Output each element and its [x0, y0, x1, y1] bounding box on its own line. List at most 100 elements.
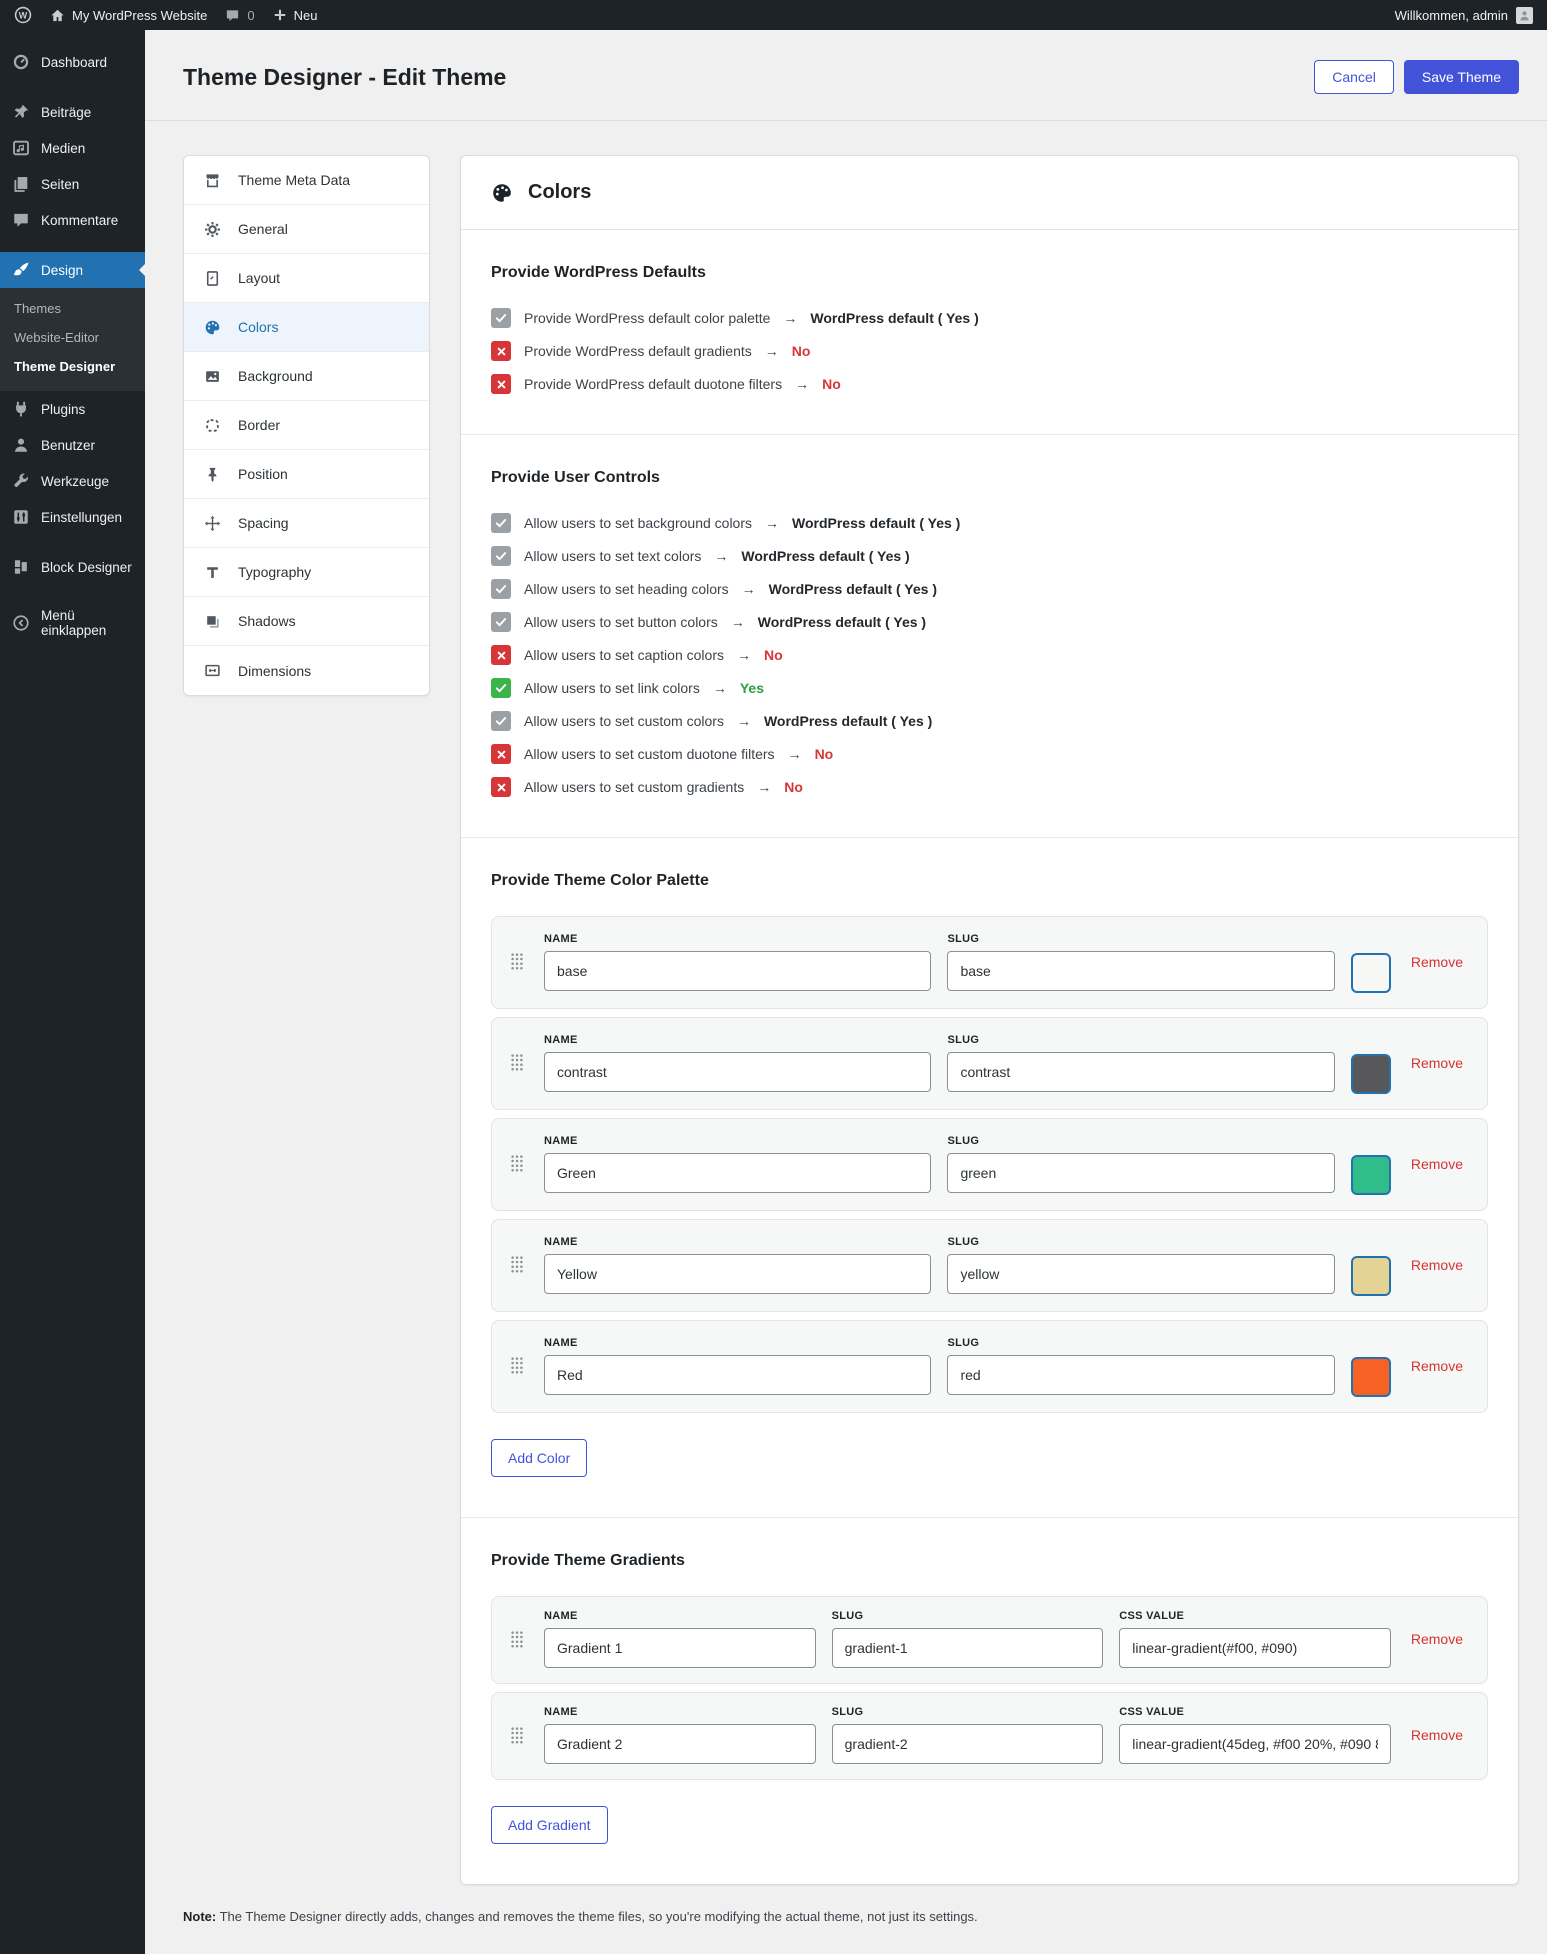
color-name-input[interactable] — [544, 1051, 932, 1092]
add-gradient-button[interactable]: Add Gradient — [491, 1806, 608, 1844]
color-slug-input[interactable] — [947, 1051, 1335, 1092]
checkbox-checked-icon[interactable] — [491, 513, 511, 533]
setting-value: No — [763, 647, 783, 663]
submenu-item-theme-designer[interactable]: Theme Designer — [14, 359, 116, 374]
tab-label: Background — [238, 368, 313, 384]
checkbox-allowed-icon[interactable] — [491, 678, 511, 698]
color-name-input[interactable] — [544, 1354, 932, 1395]
sidebar-item-comments[interactable]: Kommentare — [0, 202, 145, 238]
wordpress-logo-icon[interactable]: W — [14, 6, 32, 24]
tab-background[interactable]: Background — [184, 352, 429, 401]
drag-handle-icon[interactable] — [506, 1255, 528, 1274]
tab-border[interactable]: Border — [184, 401, 429, 450]
drag-handle-icon[interactable] — [506, 1154, 528, 1173]
sidebar-item-pages[interactable]: Seiten — [0, 166, 145, 202]
sidebar-item-design[interactable]: Design — [0, 252, 145, 288]
checkbox-checked-icon[interactable] — [491, 711, 511, 731]
drag-handle-icon[interactable] — [506, 1630, 528, 1649]
drag-handle-icon[interactable] — [506, 1053, 528, 1072]
submenu-item-themes[interactable]: Themes — [14, 301, 61, 316]
wrench-icon — [12, 472, 30, 490]
gradient-css-input[interactable] — [1119, 1724, 1391, 1764]
sidebar-item-collapse-menu[interactable]: Menü einklappen — [0, 599, 145, 647]
remove-color-button[interactable]: Remove — [1410, 1054, 1464, 1071]
gradient-slug-input[interactable] — [831, 1724, 1104, 1764]
gradient-name-input[interactable] — [544, 1724, 816, 1764]
drag-handle-icon[interactable] — [506, 952, 528, 971]
sidebar-item-dashboard[interactable]: Dashboard — [0, 44, 145, 80]
color-slug-input[interactable] — [947, 1253, 1335, 1294]
remove-color-button[interactable]: Remove — [1410, 1155, 1464, 1172]
tab-spacing[interactable]: Spacing — [184, 499, 429, 548]
checkbox-checked-icon[interactable] — [491, 308, 511, 328]
checkbox-crossed-icon[interactable] — [491, 645, 511, 665]
tab-shadows[interactable]: Shadows — [184, 597, 429, 646]
color-swatch[interactable] — [1350, 1256, 1391, 1296]
name-field: NAME — [544, 1135, 932, 1193]
user-icon — [12, 436, 30, 454]
checkbox-checked-icon[interactable] — [491, 546, 511, 566]
store-icon — [204, 172, 221, 189]
add-color-button[interactable]: Add Color — [491, 1439, 588, 1477]
tab-typography[interactable]: Typography — [184, 548, 429, 597]
setting-label: Allow users to set background colors — [524, 515, 752, 531]
sidebar-item-media[interactable]: Medien — [0, 130, 145, 166]
sidebar-item-settings[interactable]: Einstellungen — [0, 499, 145, 535]
tab-position[interactable]: Position — [184, 450, 429, 499]
color-name-input[interactable] — [544, 950, 932, 991]
color-slug-input[interactable] — [947, 950, 1335, 991]
arrow-glyph: → — [736, 713, 751, 729]
admin-bar-right[interactable]: Willkommen, admin — [1395, 6, 1533, 24]
tab-general[interactable]: General — [184, 205, 429, 254]
sidebar-item-users[interactable]: Benutzer — [0, 427, 145, 463]
slug-field: SLUG — [947, 1236, 1335, 1294]
color-name-input[interactable] — [544, 1253, 932, 1294]
palette-row: NAME SLUG Remove — [491, 1017, 1488, 1110]
sidebar-item-plugins[interactable]: Plugins — [0, 391, 145, 427]
section-gradients: Provide Theme Gradients NAME SLUG — [461, 1518, 1518, 1884]
palette-row: NAME SLUG Remove — [491, 1320, 1488, 1413]
tab-layout[interactable]: Layout — [184, 254, 429, 303]
color-swatch[interactable] — [1350, 1155, 1391, 1195]
sidebar-item-block-designer[interactable]: Block Designer — [0, 549, 145, 585]
checkbox-checked-icon[interactable] — [491, 612, 511, 632]
save-theme-button[interactable]: Save Theme — [1403, 60, 1519, 94]
checkbox-crossed-icon[interactable] — [491, 374, 511, 394]
remove-color-button[interactable]: Remove — [1410, 953, 1464, 970]
new-content-button[interactable]: Neu — [273, 8, 317, 23]
setting-value: WordPress default ( Yes ) — [768, 581, 937, 597]
drag-handle-icon[interactable] — [506, 1726, 528, 1745]
color-slug-input[interactable] — [947, 1152, 1335, 1193]
gradient-name-input[interactable] — [544, 1628, 816, 1668]
comment-bubble-icon — [12, 211, 30, 229]
gradient-slug-input[interactable] — [831, 1628, 1104, 1668]
sidebar-item-posts[interactable]: Beiträge — [0, 94, 145, 130]
sidebar-item-tools[interactable]: Werkzeuge — [0, 463, 145, 499]
remove-color-button[interactable]: Remove — [1410, 1256, 1464, 1273]
tab-dimensions[interactable]: Dimensions — [184, 646, 429, 695]
settings-tab-list: Theme Meta Data General Layout — [183, 155, 430, 696]
remove-gradient-button[interactable]: Remove — [1410, 1727, 1464, 1743]
drag-handle-icon[interactable] — [506, 1356, 528, 1375]
cancel-button[interactable]: Cancel — [1314, 60, 1394, 94]
color-swatch[interactable] — [1350, 1054, 1391, 1094]
checkbox-checked-icon[interactable] — [491, 579, 511, 599]
plugin-icon — [12, 400, 30, 418]
gradient-css-input[interactable] — [1119, 1628, 1391, 1668]
checkbox-crossed-icon[interactable] — [491, 744, 511, 764]
remove-gradient-button[interactable]: Remove — [1410, 1631, 1464, 1647]
tab-theme-meta-data[interactable]: Theme Meta Data — [184, 156, 429, 205]
site-link[interactable]: My WordPress Website — [50, 8, 207, 23]
svg-text:W: W — [19, 10, 28, 20]
color-swatch[interactable] — [1350, 953, 1391, 993]
setting-value: WordPress default ( Yes ) — [757, 614, 927, 630]
checkbox-crossed-icon[interactable] — [491, 341, 511, 361]
submenu-item-website-editor[interactable]: Website-Editor — [14, 330, 100, 345]
tab-colors[interactable]: Colors — [184, 303, 429, 352]
comments-indicator[interactable]: 0 — [225, 8, 255, 23]
checkbox-crossed-icon[interactable] — [491, 777, 511, 797]
color-swatch[interactable] — [1350, 1357, 1391, 1397]
remove-color-button[interactable]: Remove — [1410, 1357, 1464, 1374]
color-name-input[interactable] — [544, 1152, 932, 1193]
color-slug-input[interactable] — [947, 1354, 1335, 1395]
